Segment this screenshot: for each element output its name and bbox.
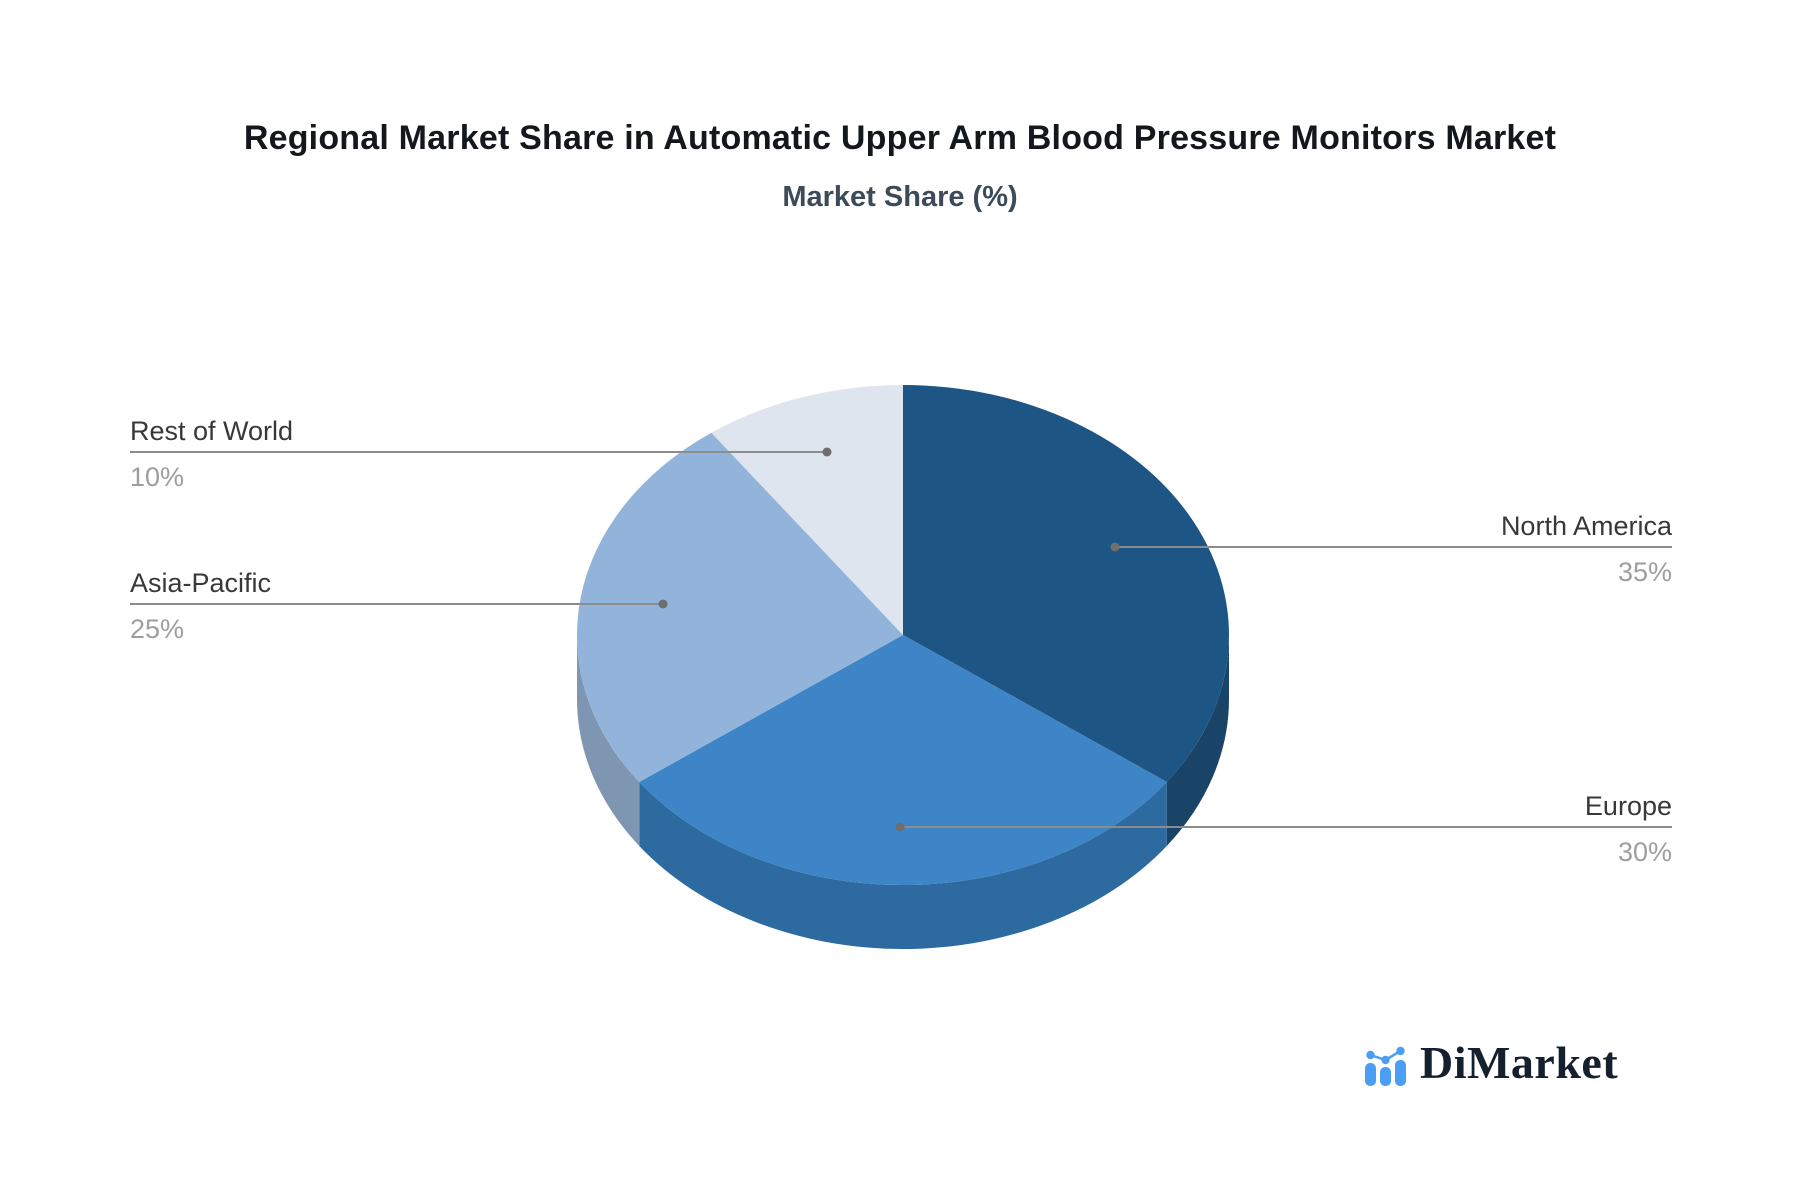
slice-label-percent: 25%	[130, 614, 185, 644]
pie-slice-top	[903, 385, 1229, 782]
slice-label-asia-pacific: Asia-Pacific 25%	[130, 566, 750, 646]
pie-slice-top	[639, 635, 1167, 885]
pie-slice-top	[577, 432, 903, 782]
slice-label-name: North America	[1500, 511, 1672, 541]
pie-slice-side	[639, 781, 1167, 949]
slice-label-percent: 10%	[130, 462, 185, 492]
dimarket-logo-icon	[1365, 1046, 1406, 1086]
slice-label-name: Europe	[1584, 791, 1672, 821]
pie-slice-side	[1166, 635, 1229, 846]
slice-label-name: Asia-Pacific	[130, 568, 272, 598]
slice-label-north-america: North America 35%	[1052, 509, 1672, 589]
dimarket-logo: DiMarket	[1365, 1040, 1618, 1086]
slice-label-europe: Europe 30%	[1052, 789, 1672, 869]
slice-label-percent: 30%	[1617, 837, 1672, 867]
leader-dot	[1110, 542, 1120, 552]
leader-dot	[895, 822, 905, 832]
pie-slice-side	[577, 635, 640, 846]
chart-title: Regional Market Share in Automatic Upper…	[243, 119, 1557, 157]
slice-label-name: Rest of World	[130, 416, 294, 446]
leader-dot	[822, 447, 832, 457]
pie-slice-top	[711, 385, 903, 635]
leader-dot	[658, 599, 668, 609]
slice-label-percent: 35%	[1617, 557, 1672, 587]
chart-subtitle: Market Share (%)	[782, 181, 1018, 213]
dimarket-logo-text: DiMarket	[1420, 1037, 1619, 1088]
slice-label-rest-of-world: Rest of World 10%	[130, 414, 750, 494]
